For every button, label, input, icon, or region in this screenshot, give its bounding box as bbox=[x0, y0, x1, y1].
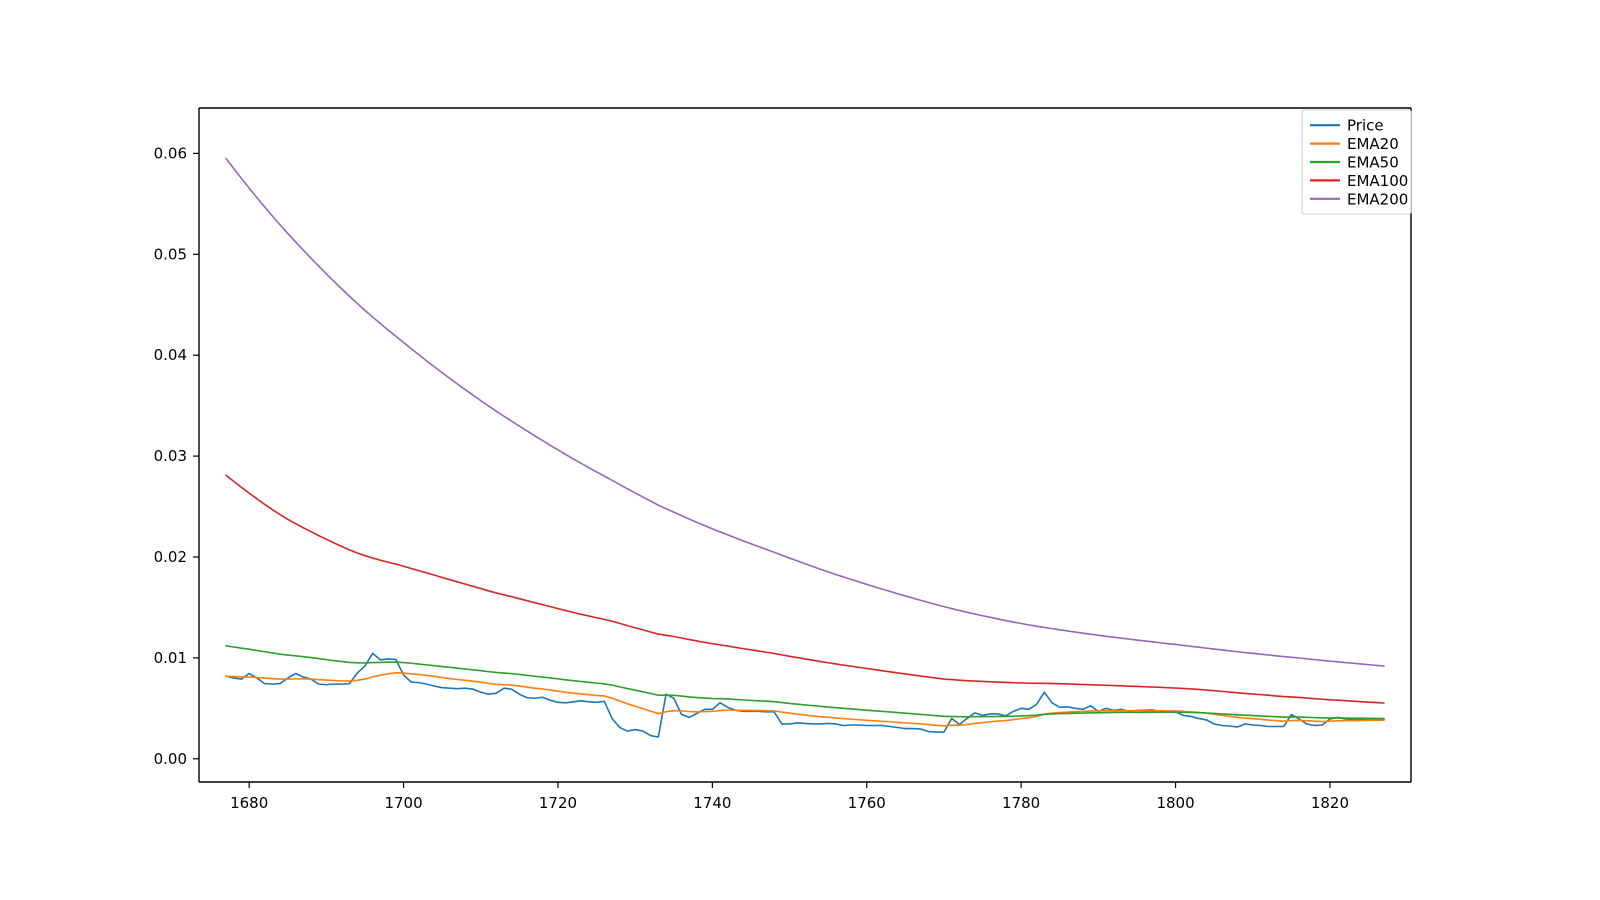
y-tick-label: 0.03 bbox=[154, 447, 187, 465]
series-line-ema200 bbox=[225, 157, 1385, 667]
x-axis-ticks: 1680 1700 1720 1740 1760 1780 1800 1820 bbox=[230, 782, 1349, 812]
x-tick-label: 1820 bbox=[1311, 794, 1349, 812]
x-tick-label: 1760 bbox=[848, 794, 886, 812]
y-tick-label: 0.06 bbox=[154, 144, 187, 162]
x-tick-label: 1740 bbox=[693, 794, 731, 812]
series-group bbox=[225, 157, 1385, 738]
legend-label-ema50[interactable]: EMA50 bbox=[1347, 154, 1399, 172]
legend-frame bbox=[1301, 109, 1412, 215]
y-tick-label: 0.02 bbox=[154, 548, 187, 566]
x-tick-label: 1700 bbox=[384, 794, 422, 812]
y-axis-ticks: 0.00 0.01 0.02 0.03 0.04 0.05 0.06 bbox=[154, 144, 199, 768]
series-line-ema50 bbox=[225, 644, 1385, 720]
legend-label-ema200[interactable]: EMA200 bbox=[1347, 190, 1408, 208]
legend-label-ema20[interactable]: EMA20 bbox=[1347, 135, 1399, 153]
x-tick-label: 1680 bbox=[230, 794, 268, 812]
x-tick-label: 1800 bbox=[1156, 794, 1194, 812]
y-tick-label: 0.00 bbox=[154, 750, 187, 768]
plot-area-background bbox=[199, 108, 1411, 782]
axes-group bbox=[198, 107, 1412, 783]
series-line-ema100 bbox=[225, 474, 1385, 704]
y-tick-label: 0.04 bbox=[154, 346, 187, 364]
legend-label-price[interactable]: Price bbox=[1347, 117, 1384, 135]
y-tick-label: 0.05 bbox=[154, 245, 187, 263]
x-tick-label: 1780 bbox=[1002, 794, 1040, 812]
y-tick-label: 0.01 bbox=[154, 649, 187, 667]
series-line-price bbox=[225, 652, 1385, 738]
x-tick-label: 1720 bbox=[539, 794, 577, 812]
legend-label-ema100[interactable]: EMA100 bbox=[1347, 172, 1408, 190]
